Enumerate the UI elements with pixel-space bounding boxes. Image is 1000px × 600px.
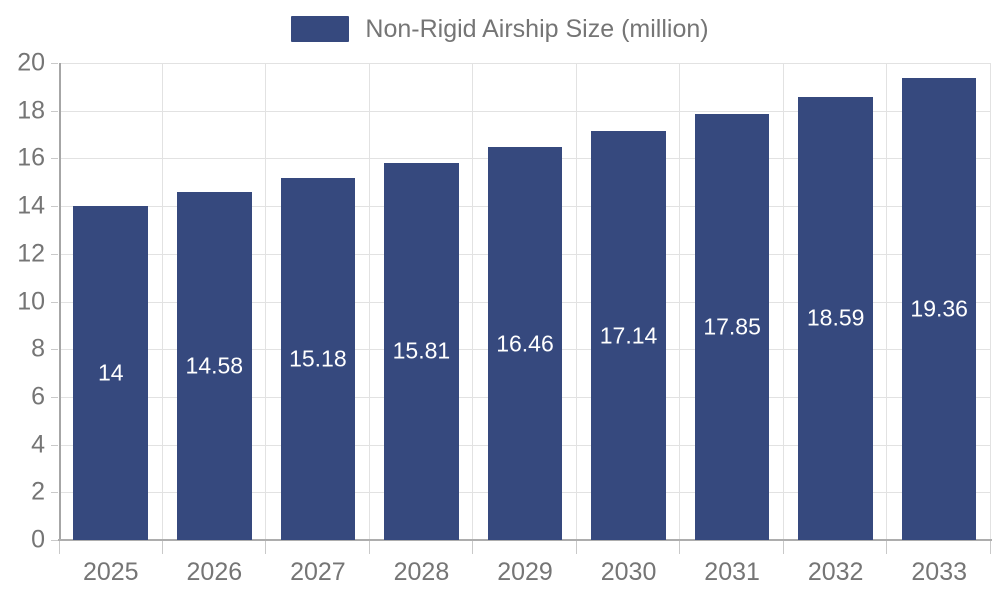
gridline-vertical	[782, 63, 784, 540]
bar-value-label: 14	[97, 359, 124, 386]
y-axis-label: 8	[31, 334, 45, 363]
bar-value-label: 15.81	[392, 337, 451, 364]
plot-area: 0 2 4 6 8 10 12 14 16 18 20 14 2025 14.58 2026 15.18 202…	[17, 49, 992, 586]
x-axis-label: 2030	[600, 558, 657, 586]
bar[interactable]: 15.81	[384, 162, 459, 540]
bar[interactable]: 14	[73, 206, 149, 540]
gridline-vertical	[886, 63, 888, 540]
legend-label: Non-Rigid Airship Size (million)	[365, 15, 709, 43]
x-axis-tick	[990, 540, 991, 554]
y-axis-label: 0	[31, 525, 45, 554]
bar-value-label: 18.59	[806, 304, 865, 331]
x-axis-label: 2026	[186, 558, 243, 586]
gridline-vertical	[679, 63, 681, 540]
bar-value-label: 19.36	[910, 295, 968, 322]
gridline-horizontal	[59, 63, 991, 64]
x-axis-label: 2028	[393, 558, 450, 586]
bar[interactable]: 19.36	[901, 78, 977, 540]
y-axis-label: 20	[17, 48, 45, 77]
y-axis-label: 4	[31, 430, 45, 459]
bar[interactable]: 17.14	[591, 131, 666, 540]
x-axis-label: 2029	[497, 558, 553, 586]
y-axis-tick	[51, 301, 58, 303]
bar[interactable]: 17.85	[694, 114, 770, 540]
y-axis-label: 12	[17, 239, 45, 268]
bar[interactable]: 16.46	[487, 147, 563, 540]
y-axis-label: 10	[17, 287, 45, 315]
x-axis-label: 2031	[704, 558, 760, 586]
x-axis-tick	[782, 540, 784, 554]
x-axis-tick	[679, 540, 681, 554]
x-axis-line	[58, 539, 992, 541]
x-axis-label: 2027	[290, 558, 346, 586]
gridline-vertical	[472, 63, 474, 540]
bar[interactable]: 15.18	[280, 177, 356, 540]
bar-value-label: 14.58	[185, 352, 244, 379]
y-axis-label: 18	[17, 96, 45, 125]
gridline-vertical	[368, 63, 370, 540]
gridline-horizontal	[59, 110, 991, 112]
x-axis-tick	[59, 540, 60, 554]
x-axis-tick	[161, 540, 163, 554]
gridline-vertical	[161, 63, 163, 540]
x-axis-tick	[368, 540, 370, 554]
bar-value-label: 17.14	[599, 322, 658, 349]
bar[interactable]: 18.59	[798, 96, 873, 540]
y-axis-tick	[51, 110, 58, 112]
y-axis-tick	[51, 158, 58, 160]
x-axis-label: 2032	[807, 558, 864, 586]
legend-swatch	[291, 16, 350, 42]
gridline-vertical	[990, 63, 991, 540]
y-axis-tick	[51, 492, 58, 494]
bar[interactable]: 14.58	[177, 192, 252, 540]
gridline-vertical	[575, 63, 577, 540]
y-axis-tick	[51, 396, 58, 398]
bar-value-label: 15.18	[289, 345, 347, 372]
y-axis-tick	[51, 540, 58, 541]
y-axis-label: 16	[17, 143, 45, 172]
y-axis-tick	[51, 444, 58, 446]
y-axis-tick	[51, 63, 58, 64]
y-axis-label: 6	[31, 382, 45, 411]
y-axis-tick	[51, 206, 58, 208]
x-axis-tick	[472, 540, 474, 554]
x-axis-label: 2033	[911, 558, 968, 586]
x-axis-tick	[575, 540, 577, 554]
x-axis-tick	[265, 540, 267, 554]
y-axis-line	[59, 63, 61, 540]
legend[interactable]: Non-Rigid Airship Size (million)	[0, 14, 1000, 44]
x-axis-label: 2025	[82, 558, 139, 586]
gridline-vertical	[265, 63, 267, 540]
y-axis-label: 2	[31, 477, 45, 506]
y-axis-tick	[51, 349, 58, 351]
bar-value-label: 16.46	[496, 330, 554, 357]
x-axis-tick	[886, 540, 888, 554]
y-axis-tick	[51, 253, 58, 255]
bar-value-label: 17.85	[703, 313, 761, 340]
y-axis-label: 14	[17, 191, 45, 220]
